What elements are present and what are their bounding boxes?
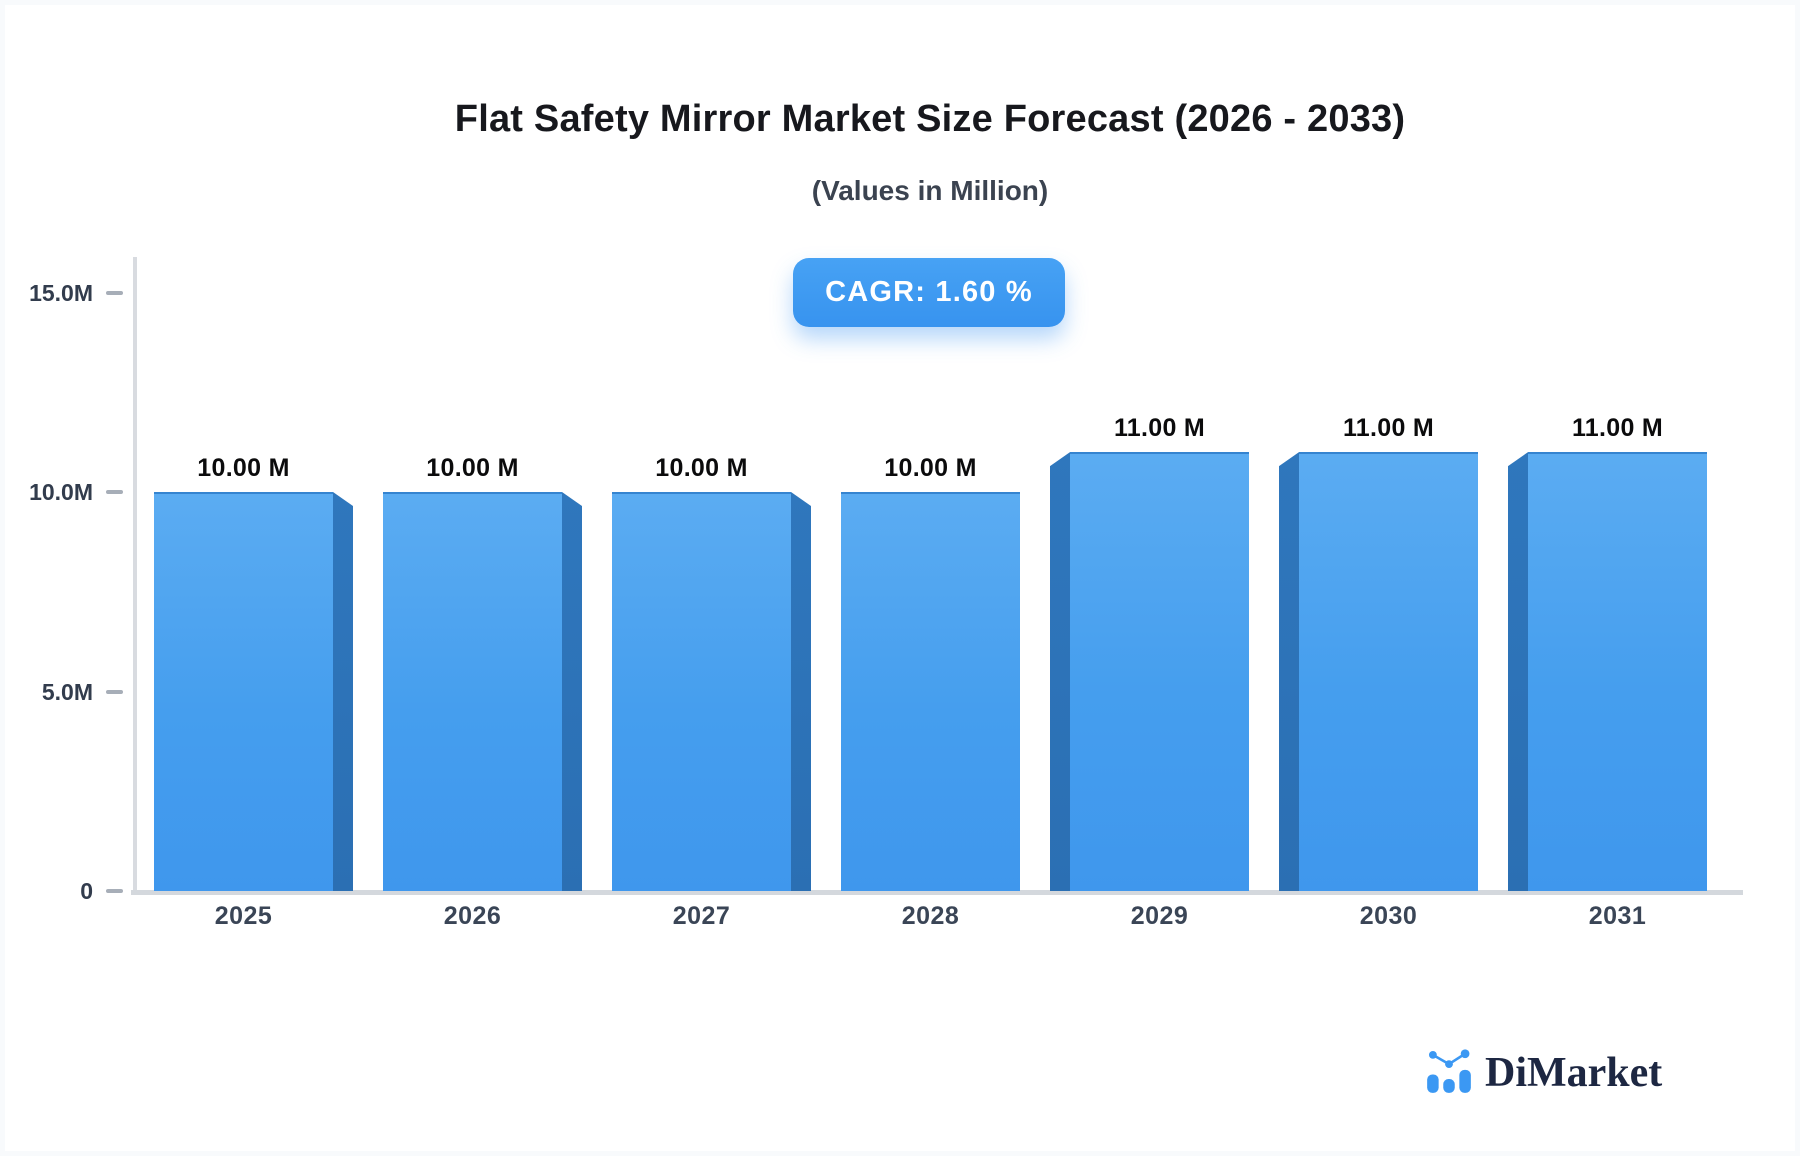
y-tick-mark — [106, 290, 123, 295]
bar-side-3d — [1279, 452, 1299, 891]
bar-2030: 11.00 M — [1279, 414, 1478, 891]
x-axis-label-2030: 2030 — [1359, 902, 1418, 930]
cagr-badge-label: CAGR: 1.60 % — [825, 276, 1033, 308]
y-tick-label: 10.0M — [29, 479, 93, 505]
y-tick-mark — [106, 889, 123, 893]
bar-side-3d — [333, 492, 353, 891]
y-tick-mark — [106, 490, 123, 494]
y-axis-line — [133, 257, 137, 891]
bar-side-3d — [562, 492, 582, 891]
bar-2028: 10.00 M — [841, 454, 1020, 891]
y-tick-label: 5.0M — [41, 678, 93, 705]
bar-side-3d — [791, 492, 811, 891]
bar-value-label: 11.00 M — [1342, 414, 1435, 443]
bar-face — [612, 492, 791, 891]
y-tick-label: 0 — [80, 878, 93, 904]
cagr-badge: CAGR: 1.60 % — [793, 258, 1065, 327]
x-axis-label-2031: 2031 — [1588, 902, 1647, 930]
x-axis-label-2027: 2027 — [672, 902, 731, 930]
chart-subtitle: (Values in Million) — [811, 175, 1049, 206]
y-tick-mark — [106, 689, 123, 694]
bar-value-label: 11.00 M — [1571, 414, 1664, 443]
bar-value-label: 10.00 M — [197, 454, 290, 482]
bar-value-label: 10.00 M — [426, 454, 519, 482]
bar-value-label: 10.00 M — [655, 454, 748, 482]
bar-value-label: 10.00 M — [884, 454, 977, 482]
dimarket-logo: DiMarket — [1426, 1045, 1662, 1095]
bar-2027: 10.00 M — [612, 454, 811, 891]
bar-face — [154, 492, 333, 891]
bar-chart-trend-icon — [1427, 1049, 1471, 1093]
bar-face — [1528, 452, 1707, 891]
x-axis-label-2029: 2029 — [1130, 902, 1189, 930]
x-axis-label-2025: 2025 — [214, 902, 273, 930]
bar-2025: 10.00 M — [154, 454, 353, 891]
dimarket-logo-text: DiMarket — [1485, 1050, 1663, 1096]
bar-side-3d — [1050, 452, 1070, 891]
bar-value-label: 11.00 M — [1113, 414, 1206, 443]
bar-face — [1299, 452, 1478, 891]
y-tick-label: 15.0M — [29, 279, 93, 306]
x-axis-line — [131, 890, 1743, 895]
chart-title: Flat Safety Mirror Market Size Forecast … — [454, 98, 1406, 140]
bar-2029: 11.00 M — [1050, 414, 1249, 891]
bar-side-3d — [1508, 452, 1528, 891]
bar-face — [1070, 452, 1249, 891]
x-axis-label-2026: 2026 — [443, 902, 502, 930]
bar-2026: 10.00 M — [383, 454, 582, 891]
x-axis-label-2028: 2028 — [901, 902, 960, 930]
bar-face — [383, 492, 562, 891]
bar-face — [841, 492, 1020, 891]
bar-2031: 11.00 M — [1508, 414, 1707, 891]
